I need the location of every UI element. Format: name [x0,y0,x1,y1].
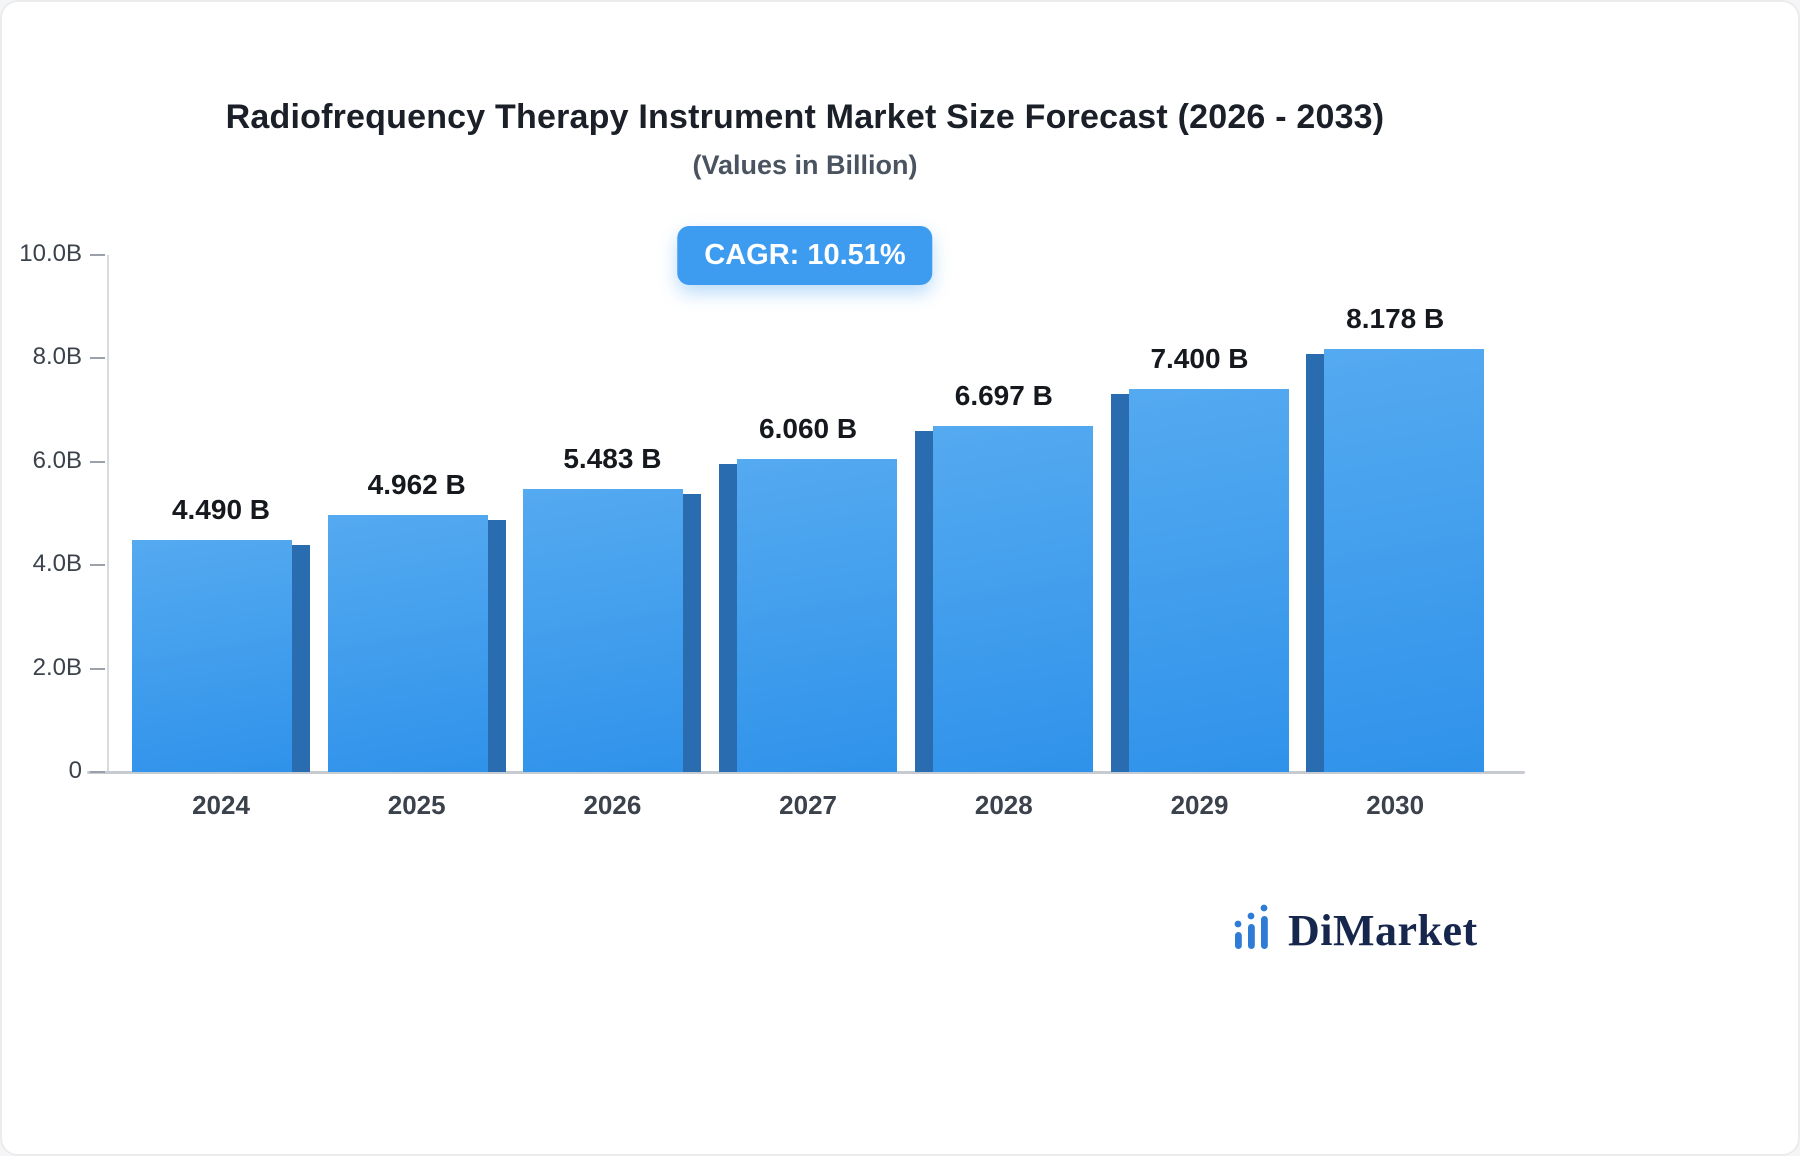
bar-value-label: 5.483 B [563,443,662,474]
bar-value-label: 6.697 B [954,380,1053,411]
y-tick-label: 8.0B [32,343,82,370]
bar[interactable] [1128,389,1289,772]
bar-value-label: 7.400 B [1150,343,1249,374]
y-tick-label: 2.0B [32,654,82,681]
y-axis-line [107,255,109,772]
y-tick-label: 0 [68,757,82,784]
x-axis-label: 2030 [1366,790,1425,820]
bar-side-face [487,520,506,772]
x-axis-line [87,771,1525,774]
bar[interactable] [132,540,292,772]
bar-side-face [683,494,702,772]
x-axis-label: 2025 [387,790,446,820]
bar[interactable] [1324,349,1485,772]
x-axis-label: 2028 [974,790,1033,820]
x-axis-label: 2026 [583,790,642,820]
bar-side-face [1306,354,1325,772]
chart-subtitle: (Values in Billion) [692,150,918,180]
bar[interactable] [737,459,898,772]
bar-chart-icon [1230,903,1276,958]
y-tick-mark [90,357,105,359]
bar[interactable] [523,489,684,772]
x-axis-label: 2024 [192,790,250,820]
bar-side-face [719,464,738,772]
y-tick-mark [90,564,105,566]
bar[interactable] [932,426,1093,772]
y-tick-label: 4.0B [32,550,82,577]
logo-text: DiMarket [1288,906,1478,955]
bar[interactable] [327,515,488,772]
bar-value-label: 4.962 B [367,469,466,500]
y-tick-mark [90,461,105,463]
bar-value-label: 4.490 B [171,494,271,525]
y-tick-mark [90,771,105,773]
x-axis-label: 2029 [1170,790,1229,820]
logo: DiMarket [1230,903,1478,958]
bar-side-face [292,545,310,772]
bar-side-face [1110,394,1129,772]
y-tick-mark [90,668,105,670]
bar-value-label: 8.178 B [1346,303,1445,334]
bar-side-face [914,431,933,772]
x-axis-label: 2027 [779,790,838,820]
chart-title: Radiofrequency Therapy Instrument Market… [225,98,1385,136]
bar-value-label: 6.060 B [759,413,858,444]
y-tick-label: 10.0B [19,240,82,267]
y-tick-label: 6.0B [32,447,82,474]
cagr-badge: CAGR: 10.51% [677,226,933,285]
y-tick-mark [90,254,105,256]
